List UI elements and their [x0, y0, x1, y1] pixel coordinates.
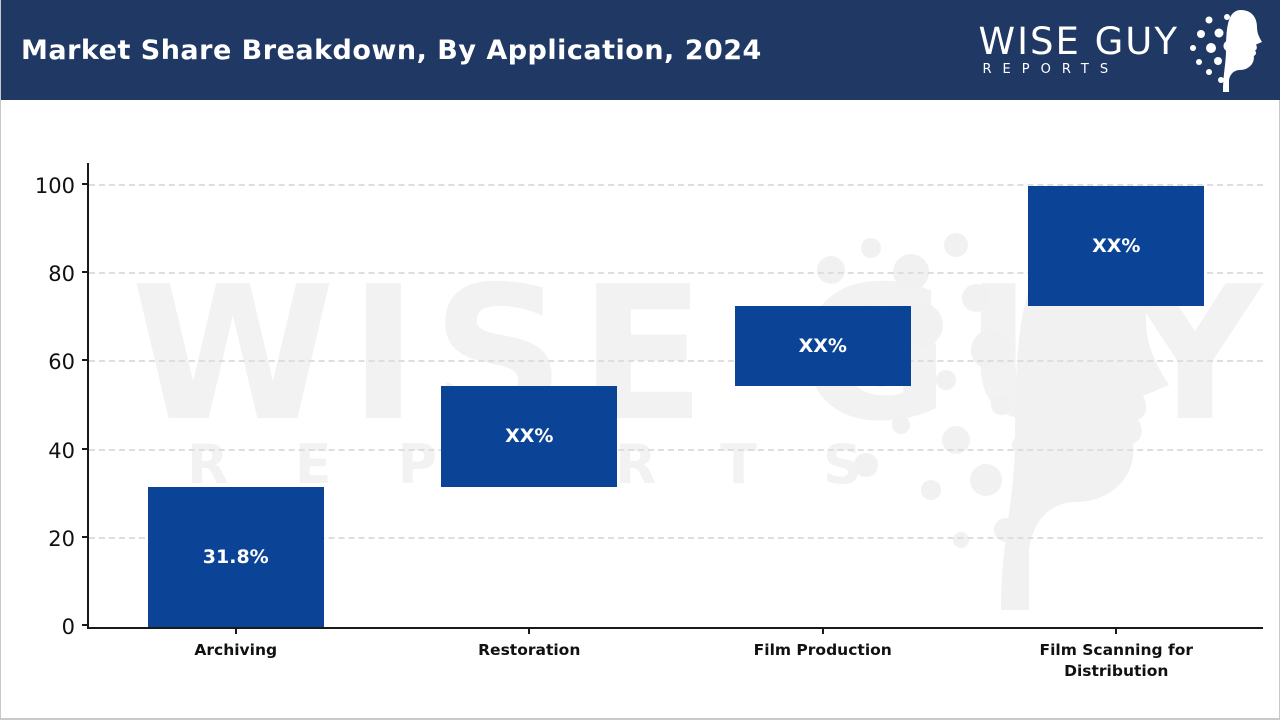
- x-category-label: Film Production: [753, 641, 892, 659]
- x-category-label: Restoration: [478, 641, 581, 659]
- gridline: [89, 536, 1263, 539]
- bar-value-label: XX%: [798, 335, 847, 358]
- brand-subtitle: REPORTS: [982, 62, 1120, 77]
- x-category-label: Archiving: [194, 641, 278, 659]
- brand-name: WISE GUY: [978, 20, 1179, 63]
- bar-film-production: XX%: [734, 305, 911, 387]
- gridline: [89, 184, 1263, 186]
- y-tick-mark: [82, 183, 89, 185]
- plot-area: 0 20 40 60 80 100 31.8% Archiving XX% Restoration…: [35, 163, 1263, 680]
- y-tick-label: 0: [61, 615, 75, 639]
- y-axis-line: [87, 163, 89, 629]
- x-tick-mark: [528, 627, 531, 634]
- bar-value-label: 31.8%: [202, 545, 269, 568]
- x-tick-mark: [1115, 627, 1118, 634]
- y-tick-label: 80: [48, 262, 75, 287]
- y-tick-mark: [82, 535, 89, 538]
- x-tick-mark: [821, 627, 824, 634]
- gridline: [89, 448, 1263, 451]
- x-category-label: Film Scanning for Distribution: [1039, 641, 1194, 680]
- y-tick-label: 40: [48, 438, 75, 463]
- brand-logo-text: WISE GUY REPORTS: [979, 23, 1179, 77]
- watermark-face-dots-icon: [817, 233, 1169, 610]
- brand-logo: WISE GUY REPORTS: [979, 8, 1263, 92]
- brand-face-icon: [1190, 10, 1262, 92]
- x-tick-mark: [234, 627, 237, 634]
- bar-value-label: XX%: [1092, 234, 1141, 257]
- y-tick-label: 100: [34, 174, 75, 198]
- bar-film-scanning-for: XX%: [1028, 186, 1205, 306]
- y-tick-mark: [82, 271, 89, 274]
- x-axis-line: [87, 627, 1263, 629]
- y-tick-mark: [82, 359, 89, 362]
- chart-title: Market Share Breakdown, By Application, …: [21, 34, 762, 66]
- gridline: [89, 360, 1263, 363]
- y-tick-label: 20: [48, 526, 75, 551]
- bar-restoration: XX%: [441, 386, 618, 487]
- bar-value-label: XX%: [505, 425, 554, 448]
- y-tick-mark: [82, 447, 89, 450]
- bar-archiving: 31.8%: [147, 486, 324, 627]
- header: Market Share Breakdown, By Application, …: [1, 0, 1280, 100]
- y-tick-mark: [82, 624, 89, 626]
- gridline: [89, 272, 1263, 275]
- y-tick-label: 60: [48, 350, 75, 375]
